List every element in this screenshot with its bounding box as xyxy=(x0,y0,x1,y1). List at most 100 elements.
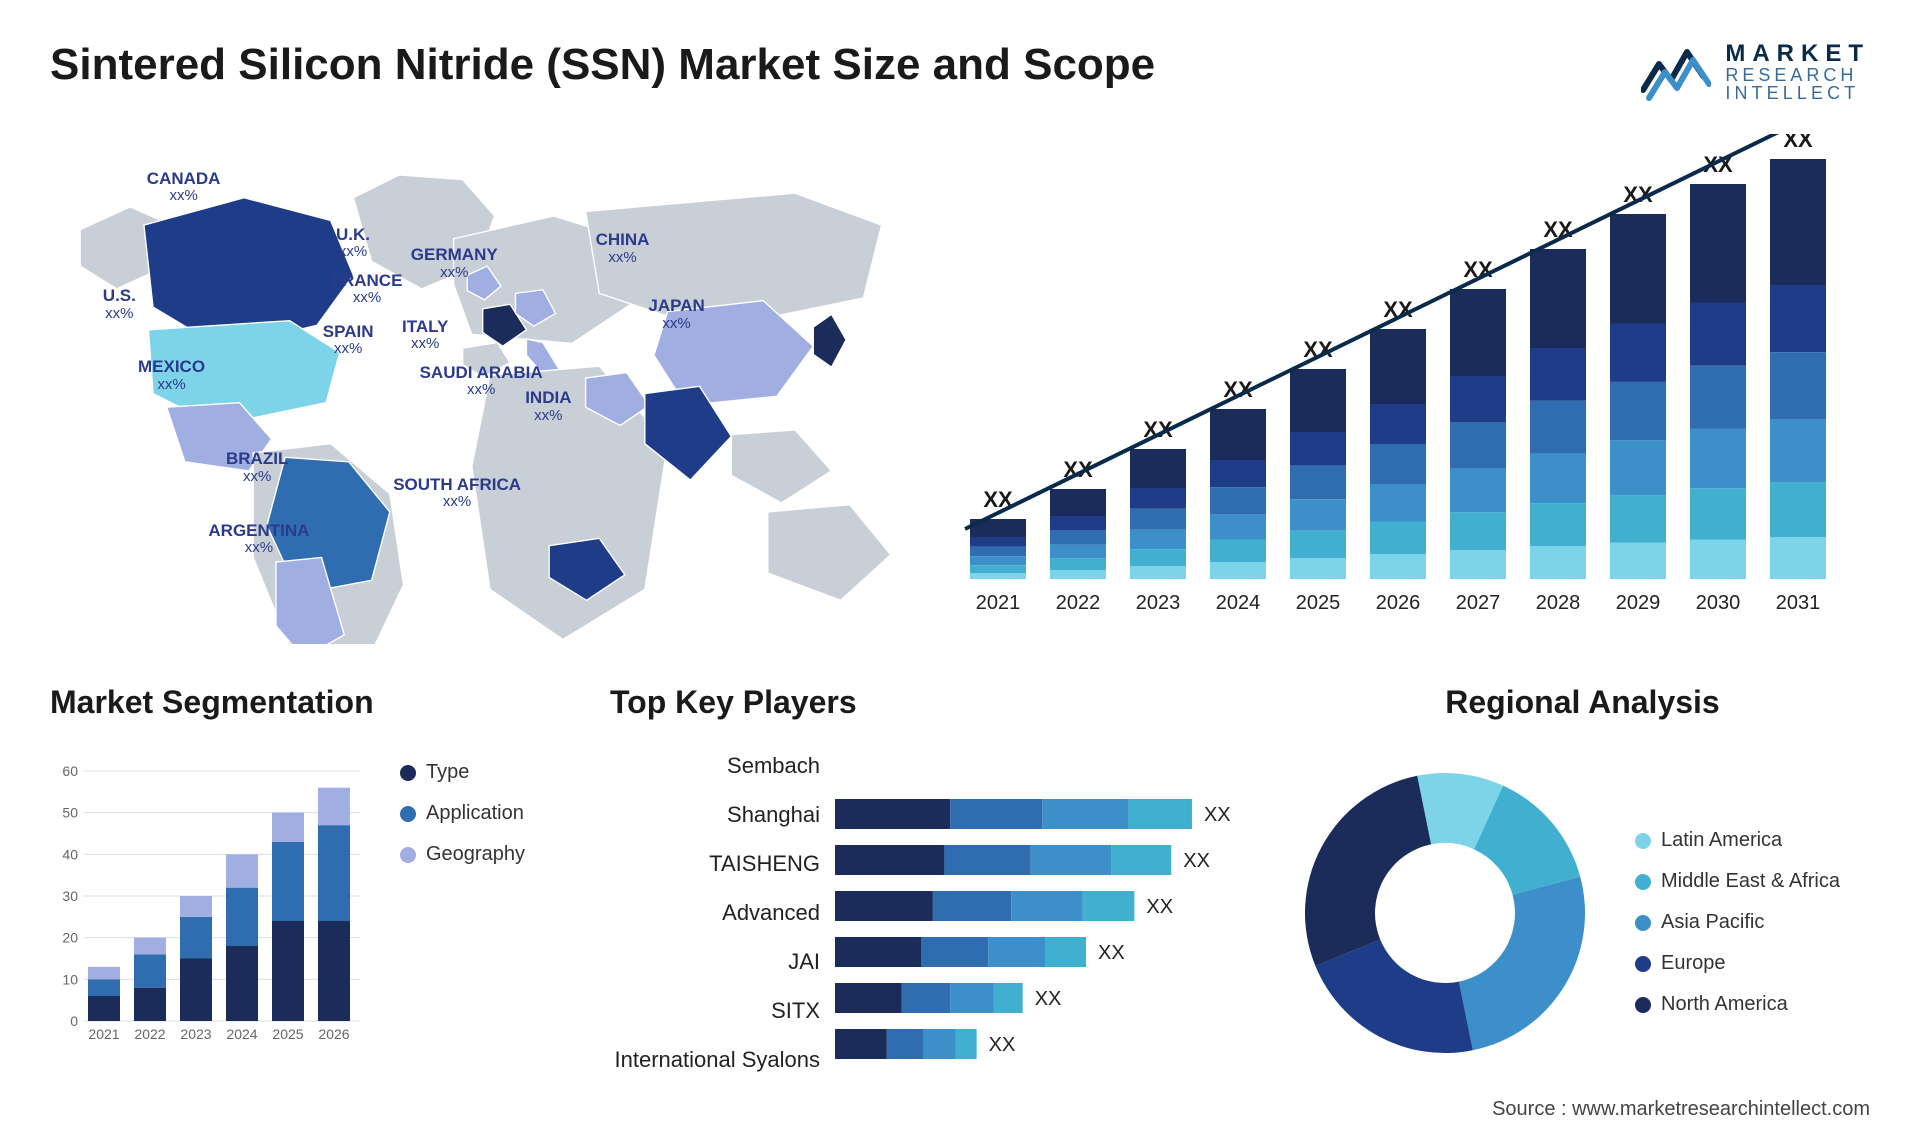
growth-bar-segment xyxy=(1050,489,1106,516)
growth-bar-segment xyxy=(1290,466,1346,500)
regional-donut-chart xyxy=(1295,753,1605,1073)
seg-year-label: 2025 xyxy=(272,1026,303,1042)
growth-bar-segment xyxy=(1050,545,1106,559)
growth-bar-segment xyxy=(1210,487,1266,514)
source-attribution: Source : www.marketresearchintellect.com xyxy=(1492,1098,1870,1121)
kp-bar-segment xyxy=(1129,799,1192,829)
growth-bar-segment xyxy=(1370,444,1426,484)
key-players-title: Top Key Players xyxy=(610,684,1255,721)
seg-y-tick: 60 xyxy=(62,763,78,779)
growth-bar-segment xyxy=(1290,558,1346,579)
logo-text-line2: RESEARCH xyxy=(1725,66,1870,84)
top-row: CANADAxx%U.S.xx%MEXICOxx%BRAZILxx%ARGENT… xyxy=(50,134,1870,644)
map-label: BRAZILxx% xyxy=(226,450,288,485)
map-label: U.K.xx% xyxy=(336,226,370,261)
key-players-labels: SembachShanghaiTAISHENGAdvancedJAISITXIn… xyxy=(610,741,820,1084)
legend-dot-icon xyxy=(400,847,416,863)
segmentation-panel: Market Segmentation 01020304050602021202… xyxy=(50,684,570,1084)
legend-item: Application xyxy=(400,802,525,825)
growth-bar-segment xyxy=(1690,429,1746,488)
growth-bar-segment xyxy=(1610,324,1666,382)
segmentation-legend: Type Application Geography xyxy=(400,741,525,1084)
legend-item: Europe xyxy=(1635,952,1840,975)
legend-label: Latin America xyxy=(1661,829,1782,852)
growth-year-label: 2027 xyxy=(1456,592,1501,614)
map-region-sea xyxy=(731,430,831,503)
kp-value-label: XX xyxy=(1204,804,1231,826)
world-map-panel: CANADAxx%U.S.xx%MEXICOxx%BRAZILxx%ARGENT… xyxy=(50,134,930,644)
map-label: ITALYxx% xyxy=(402,318,448,353)
donut-slice xyxy=(1305,775,1431,965)
growth-bar-segment xyxy=(1610,440,1666,495)
growth-bar-segment xyxy=(1530,348,1586,401)
growth-bar-value: XX xyxy=(1783,134,1813,152)
key-players-chart: XXXXXXXXXXXX xyxy=(835,741,1255,1071)
kp-bar-segment xyxy=(1042,799,1128,829)
seg-bar-segment xyxy=(318,825,350,921)
growth-year-label: 2026 xyxy=(1376,592,1421,614)
kp-bar-segment xyxy=(1011,891,1082,921)
legend-label: North America xyxy=(1661,993,1788,1016)
growth-bar-segment xyxy=(1610,214,1666,324)
map-label: INDIAxx% xyxy=(525,389,571,424)
seg-bar-segment xyxy=(180,959,212,1022)
growth-year-label: 2031 xyxy=(1776,592,1821,614)
regional-title: Regional Analysis xyxy=(1295,684,1870,721)
growth-bar-segment xyxy=(1130,566,1186,579)
kp-bar-segment xyxy=(1083,891,1135,921)
growth-bar-segment xyxy=(1290,369,1346,432)
kp-bar-segment xyxy=(950,799,1042,829)
legend-dot-icon xyxy=(1635,833,1651,849)
regional-legend: Latin AmericaMiddle East & AfricaAsia Pa… xyxy=(1635,809,1840,1016)
growth-bar-segment xyxy=(1610,495,1666,542)
seg-bar-segment xyxy=(134,988,166,1021)
seg-y-tick: 0 xyxy=(70,1013,78,1029)
map-label: FRANCExx% xyxy=(332,272,403,307)
seg-bar-segment xyxy=(180,917,212,959)
growth-bar-segment xyxy=(1370,404,1426,444)
growth-bar-segment xyxy=(1050,516,1106,530)
growth-bar-segment xyxy=(1770,482,1826,537)
map-label: MEXICOxx% xyxy=(138,358,205,393)
growth-year-label: 2022 xyxy=(1056,592,1101,614)
growth-bar-segment xyxy=(970,547,1026,557)
legend-label: Asia Pacific xyxy=(1661,911,1764,934)
growth-bar-segment xyxy=(1770,352,1826,419)
growth-bar-segment xyxy=(1130,449,1186,488)
map-region-australia xyxy=(768,505,891,601)
growth-bar-segment xyxy=(1770,537,1826,579)
kp-value-label: XX xyxy=(1183,850,1210,872)
key-player-label: JAI xyxy=(610,949,820,975)
kp-bar-segment xyxy=(835,845,944,875)
map-label: ARGENTINAxx% xyxy=(208,522,309,557)
kp-bar-segment xyxy=(835,983,902,1013)
seg-bar-segment xyxy=(88,979,120,996)
growth-year-label: 2030 xyxy=(1696,592,1741,614)
growth-bar-segment xyxy=(1370,554,1426,579)
legend-item: Type xyxy=(400,761,525,784)
legend-dot-icon xyxy=(400,806,416,822)
seg-bar-segment xyxy=(226,946,258,1021)
seg-y-tick: 30 xyxy=(62,888,78,904)
kp-bar-segment xyxy=(902,983,950,1013)
kp-bar-segment xyxy=(835,799,950,829)
growth-bar-chart: XX2021XX2022XX2023XX2024XX2025XX2026XX20… xyxy=(950,134,1870,644)
kp-bar-segment xyxy=(887,1029,924,1059)
growth-bar-segment xyxy=(1690,366,1746,429)
kp-value-label: XX xyxy=(1035,988,1062,1010)
growth-bar-segment xyxy=(1050,530,1106,544)
kp-value-label: XX xyxy=(989,1034,1016,1056)
growth-bar-segment xyxy=(1450,512,1506,550)
legend-dot-icon xyxy=(1635,874,1651,890)
growth-bar-segment xyxy=(1610,382,1666,440)
growth-bar-segment xyxy=(1690,488,1746,539)
bottom-row: Market Segmentation 01020304050602021202… xyxy=(50,684,1870,1084)
growth-bar-segment xyxy=(1050,558,1106,570)
seg-y-tick: 20 xyxy=(62,930,78,946)
growth-bar-segment xyxy=(970,537,1026,547)
key-player-label: International Syalons xyxy=(610,1047,820,1073)
header: Sintered Silicon Nitride (SSN) Market Si… xyxy=(50,40,1870,104)
legend-label: Geography xyxy=(426,843,525,866)
map-region-japan xyxy=(813,314,846,367)
logo-mark-icon xyxy=(1641,40,1711,104)
